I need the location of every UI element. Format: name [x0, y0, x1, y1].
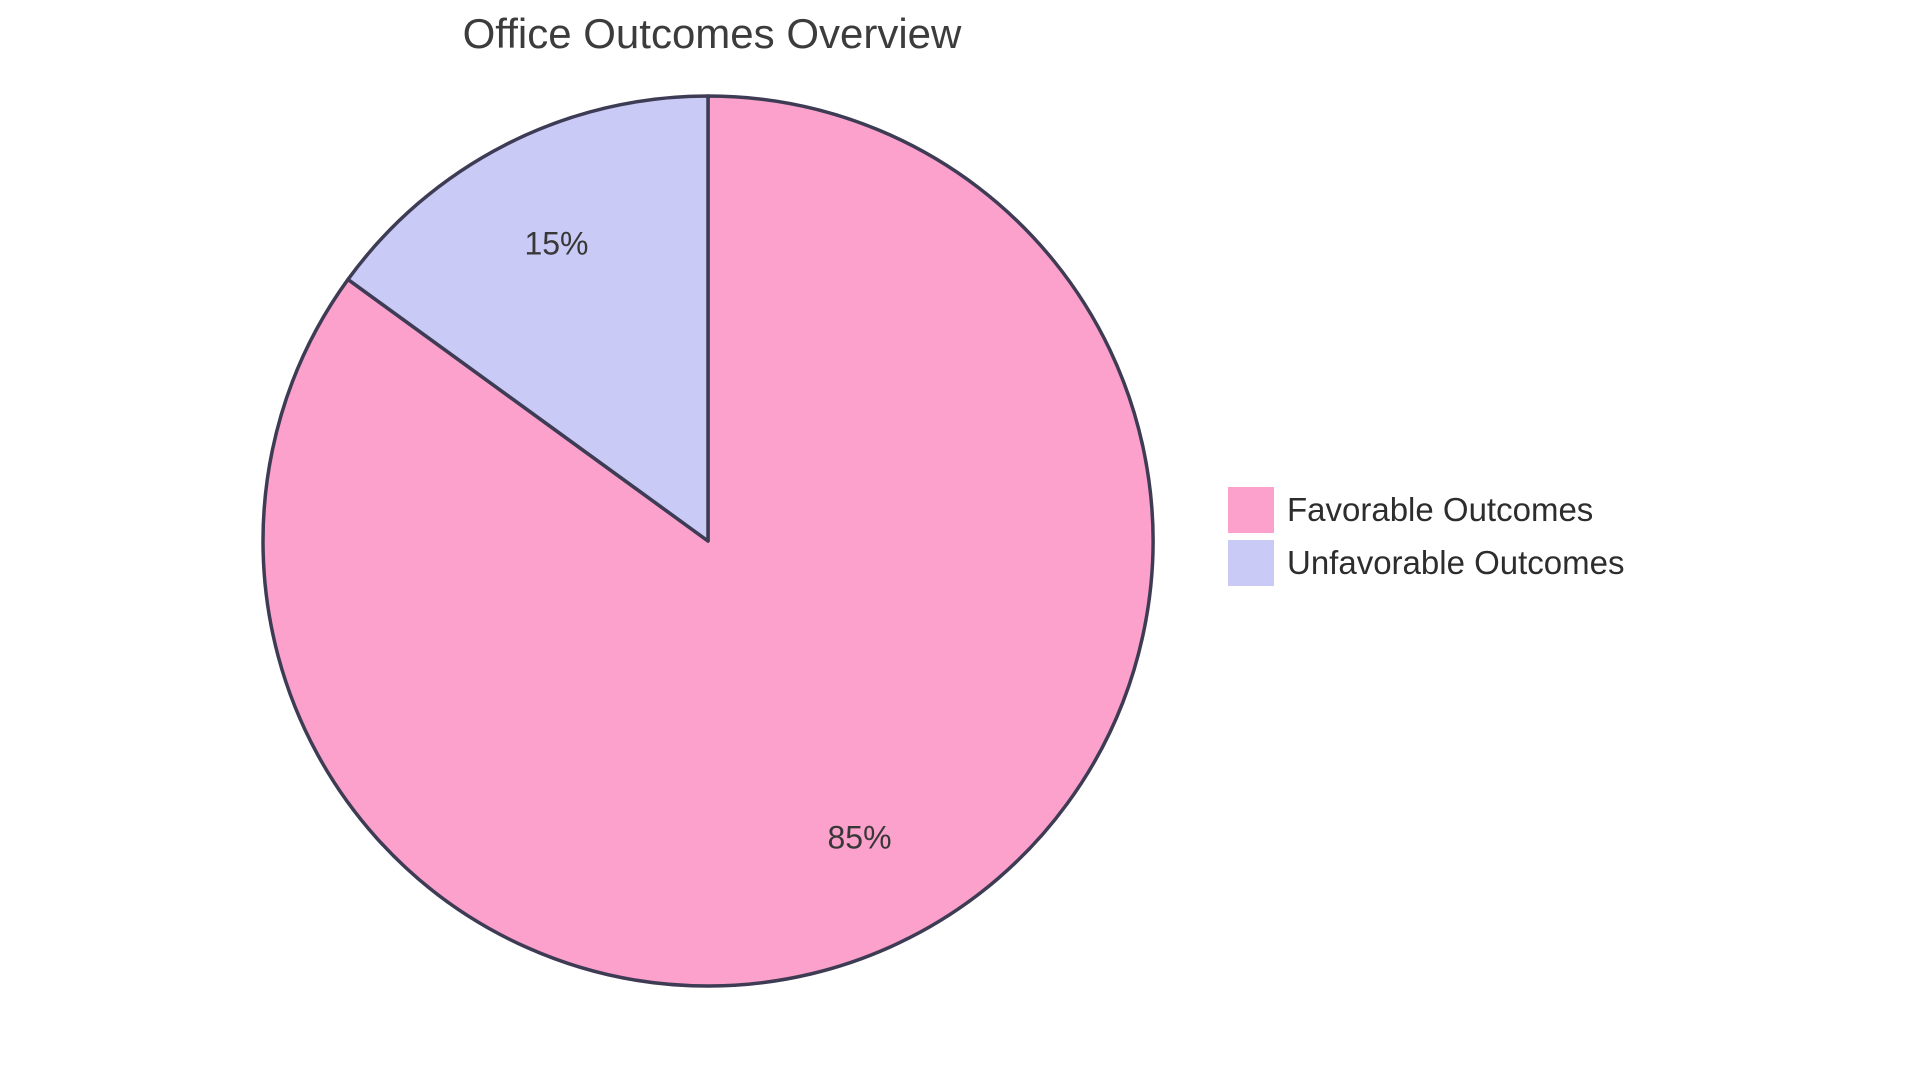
legend-item-label: Unfavorable Outcomes [1287, 544, 1625, 581]
legend-item-unfavorable[interactable]: Unfavorable Outcomes [1228, 540, 1625, 586]
chart-title: Office Outcomes Overview [462, 10, 962, 57]
legend-swatch [1228, 540, 1274, 586]
legend-item-favorable[interactable]: Favorable Outcomes [1228, 487, 1625, 533]
pie-slice-1[interactable] [346, 94, 710, 543]
legend: Favorable Outcomes Unfavorable Outcomes [1228, 487, 1625, 593]
legend-item-label: Favorable Outcomes [1287, 491, 1594, 528]
legend-swatch [1228, 487, 1274, 533]
